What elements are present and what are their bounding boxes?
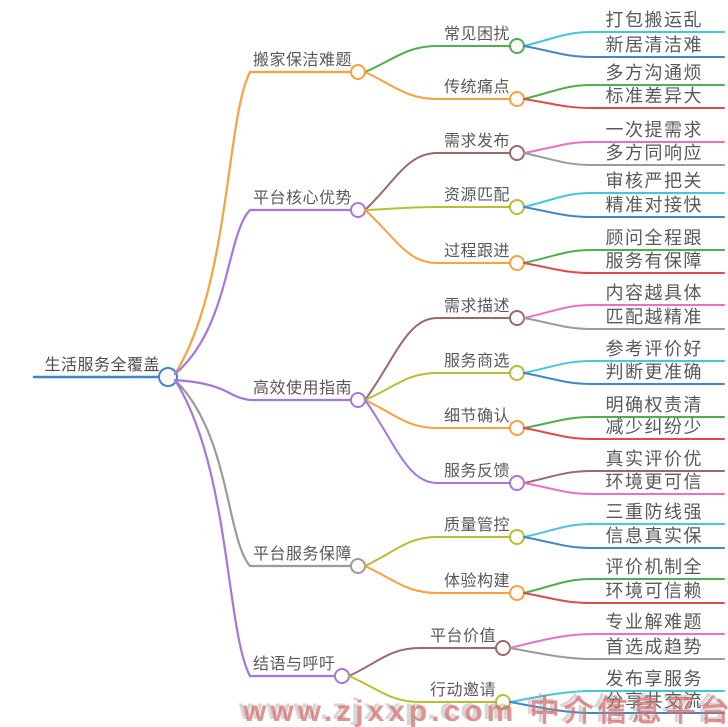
subtopic-edge <box>348 675 497 703</box>
leaf-edge <box>523 482 725 495</box>
leaf-edge <box>523 578 725 594</box>
subtopic-edge <box>364 206 511 211</box>
branch-topic-label[interactable]: 平台核心优势 <box>253 190 353 207</box>
subtopic-edge <box>364 372 511 401</box>
branch-edge <box>173 378 353 402</box>
subtopic-label[interactable]: 体验构建 <box>444 573 511 590</box>
leaf-topic-label[interactable]: 新居清洁难 <box>605 35 703 55</box>
leaf-edge <box>523 427 725 440</box>
branch-topic-label[interactable]: 平台服务保障 <box>253 546 353 563</box>
leaf-topic-label[interactable]: 评价机制全 <box>605 557 703 577</box>
subtopic-edge <box>364 565 511 594</box>
subtopic-label[interactable]: 常见困扰 <box>444 26 511 43</box>
leaf-topic-label[interactable]: 首选成趋势 <box>605 637 703 657</box>
subtopic-label[interactable]: 需求发布 <box>444 133 511 150</box>
subtopic-edge <box>348 647 497 677</box>
subtopic-label[interactable]: 需求描述 <box>444 298 511 315</box>
subtopic-label[interactable]: 服务商选 <box>444 353 511 370</box>
leaf-topic-label[interactable]: 真实评价优 <box>605 449 703 469</box>
leaf-edge <box>523 84 725 100</box>
leaf-edge <box>523 31 725 47</box>
leaf-edge <box>523 192 725 208</box>
leaf-edge <box>523 304 725 319</box>
leaf-topic-label[interactable]: 审核严把关 <box>605 171 703 191</box>
subtopic-edge <box>364 152 511 211</box>
leaf-topic-label[interactable]: 顾问全程跟 <box>605 228 703 248</box>
leaf-edge <box>523 262 725 274</box>
leaf-edge <box>523 523 725 538</box>
subtopic-label[interactable]: 行动邀请 <box>430 682 497 699</box>
leaf-edge <box>523 206 725 218</box>
subtopic-label[interactable]: 质量管控 <box>444 517 511 534</box>
branch-edge <box>173 378 353 568</box>
leaf-edge <box>509 701 725 714</box>
subtopic-edge <box>364 317 511 401</box>
leaf-edge <box>509 647 725 660</box>
leaf-topic-label[interactable]: 内容越具体 <box>605 283 703 303</box>
watermark: www.zjxxp.com 中介信息平台 <box>243 695 728 727</box>
leaf-edge <box>523 592 725 604</box>
branch-topic-label[interactable]: 搬家保洁难题 <box>253 52 353 69</box>
leaf-topic-label[interactable]: 一次提需求 <box>605 120 703 140</box>
leaf-topic-label[interactable]: 发布享服务 <box>605 669 703 689</box>
leaf-edge <box>523 416 725 429</box>
leaf-edge <box>509 690 725 703</box>
leaf-topic-label[interactable]: 判断更准确 <box>605 362 703 382</box>
subtopic-label[interactable]: 传统痛点 <box>444 79 511 96</box>
leaf-edge <box>523 152 725 166</box>
leaf-topic-label[interactable]: 精准对接快 <box>605 195 703 215</box>
leaf-topic-label[interactable]: 三重防线强 <box>605 502 703 522</box>
subtopic-edge <box>364 399 511 484</box>
leaf-topic-label[interactable]: 减少纠纷少 <box>605 417 703 437</box>
subtopic-label[interactable]: 服务反馈 <box>444 463 511 480</box>
subtopic-edge <box>364 209 511 264</box>
subtopic-edge <box>364 45 511 73</box>
subtopic-label[interactable]: 过程跟进 <box>444 243 511 260</box>
leaf-edge <box>523 470 725 484</box>
subtopic-label[interactable]: 资源匹配 <box>444 187 511 204</box>
leaf-topic-label[interactable]: 匹配越精准 <box>605 307 703 327</box>
leaf-topic-label[interactable]: 多方同响应 <box>605 143 703 163</box>
leaf-topic-label[interactable]: 打包搬运乱 <box>605 10 703 30</box>
leaf-edge <box>523 141 725 154</box>
subtopic-label[interactable]: 平台价值 <box>430 628 497 645</box>
leaf-edge <box>523 372 725 385</box>
leaf-edge <box>523 360 725 374</box>
leaf-topic-label[interactable]: 明确权责清 <box>605 395 703 415</box>
leaf-edge <box>523 45 725 58</box>
leaf-topic-label[interactable]: 分享共交流 <box>605 691 703 711</box>
leaf-topic-label[interactable]: 多方沟通烦 <box>605 63 703 83</box>
leaf-topic-label[interactable]: 参考评价好 <box>605 339 703 359</box>
leaf-edge <box>523 536 725 549</box>
branch-edge <box>173 70 353 376</box>
leaf-edge <box>523 317 725 330</box>
node-handle[interactable] <box>158 367 178 387</box>
leaf-topic-label[interactable]: 标准差异大 <box>605 86 703 106</box>
leaf-topic-label[interactable]: 专业解难题 <box>605 612 703 632</box>
subtopic-edge <box>364 399 511 429</box>
leaf-edge <box>523 98 725 109</box>
branch-edge <box>173 208 353 376</box>
leaf-topic-label[interactable]: 信息真实保 <box>605 526 703 546</box>
leaf-topic-label[interactable]: 服务有保障 <box>605 251 703 271</box>
leaf-edge <box>523 249 725 264</box>
branch-topic-label[interactable]: 高效使用指南 <box>253 380 353 397</box>
subtopic-label[interactable]: 细节确认 <box>444 408 511 425</box>
branch-topic-label[interactable]: 结语与呼吁 <box>253 656 336 673</box>
branch-edge <box>173 378 337 678</box>
leaf-edge <box>509 633 725 649</box>
root-topic-label[interactable]: 生活服务全覆盖 <box>44 357 160 374</box>
subtopic-edge <box>364 536 511 567</box>
subtopic-edge <box>364 71 511 100</box>
leaf-topic-label[interactable]: 环境更可信 <box>605 472 703 492</box>
leaf-topic-label[interactable]: 环境可信赖 <box>605 581 703 601</box>
